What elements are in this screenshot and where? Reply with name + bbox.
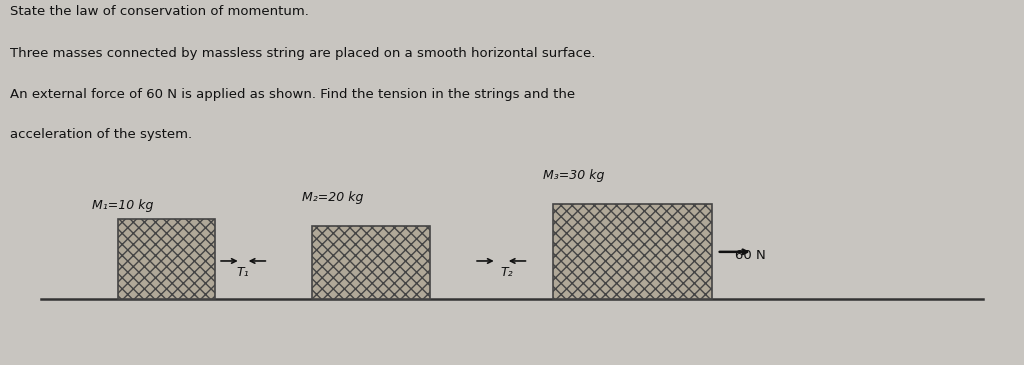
Text: 60 N: 60 N (735, 249, 766, 262)
Bar (118, 219, 215, 299)
Bar (312, 226, 430, 299)
Bar (553, 204, 712, 299)
Text: M₂=20 kg: M₂=20 kg (302, 191, 364, 204)
Text: M₃=30 kg: M₃=30 kg (543, 169, 604, 182)
Text: An external force of 60 N is applied as shown. Find the tension in the strings a: An external force of 60 N is applied as … (10, 88, 575, 101)
Text: T₁: T₁ (237, 266, 249, 280)
Text: M₁=10 kg: M₁=10 kg (92, 199, 154, 212)
Text: Three masses connected by massless string are placed on a smooth horizontal surf: Three masses connected by massless strin… (10, 47, 596, 61)
Text: T₂: T₂ (501, 266, 513, 280)
Text: acceleration of the system.: acceleration of the system. (10, 128, 193, 141)
Text: State the law of conservation of momentum.: State the law of conservation of momentu… (10, 5, 309, 19)
